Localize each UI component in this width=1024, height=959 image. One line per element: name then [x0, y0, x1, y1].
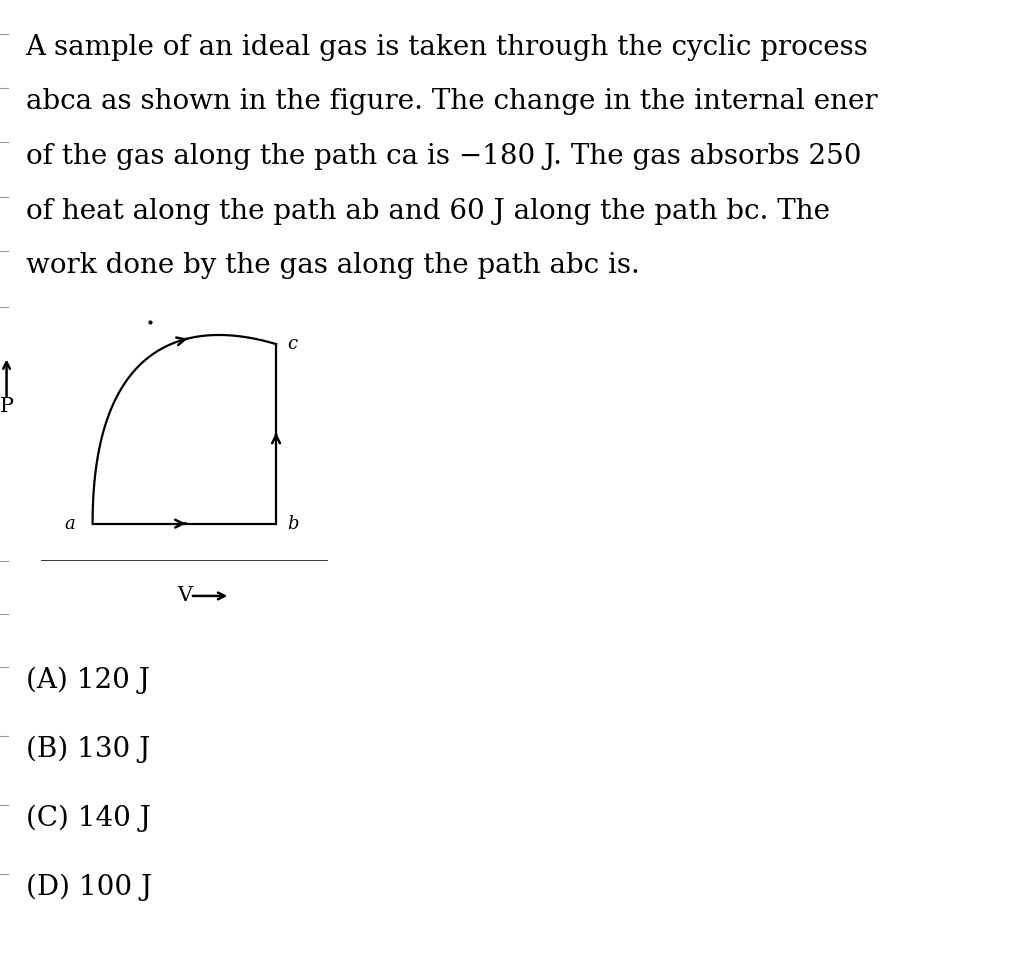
Text: work done by the gas along the path abc is.: work done by the gas along the path abc … [26, 252, 639, 279]
Text: of the gas along the path ca is −180 J. The gas absorbs 250: of the gas along the path ca is −180 J. … [26, 143, 861, 170]
Text: abca as shown in the figure. The change in the internal ener: abca as shown in the figure. The change … [26, 88, 878, 115]
Text: of heat along the path ab and 60 J along the path bc. The: of heat along the path ab and 60 J along… [26, 198, 829, 224]
Text: V: V [177, 586, 191, 605]
Text: (D) 100 J: (D) 100 J [26, 874, 152, 901]
Text: (A) 120 J: (A) 120 J [26, 667, 150, 694]
Text: (C) 140 J: (C) 140 J [26, 805, 151, 832]
Text: P: P [0, 397, 13, 416]
Text: c: c [288, 335, 298, 353]
Text: a: a [65, 515, 76, 532]
Text: (B) 130 J: (B) 130 J [26, 736, 150, 763]
Text: b: b [288, 515, 299, 532]
Text: A sample of an ideal gas is taken through the cyclic process: A sample of an ideal gas is taken throug… [26, 34, 868, 60]
